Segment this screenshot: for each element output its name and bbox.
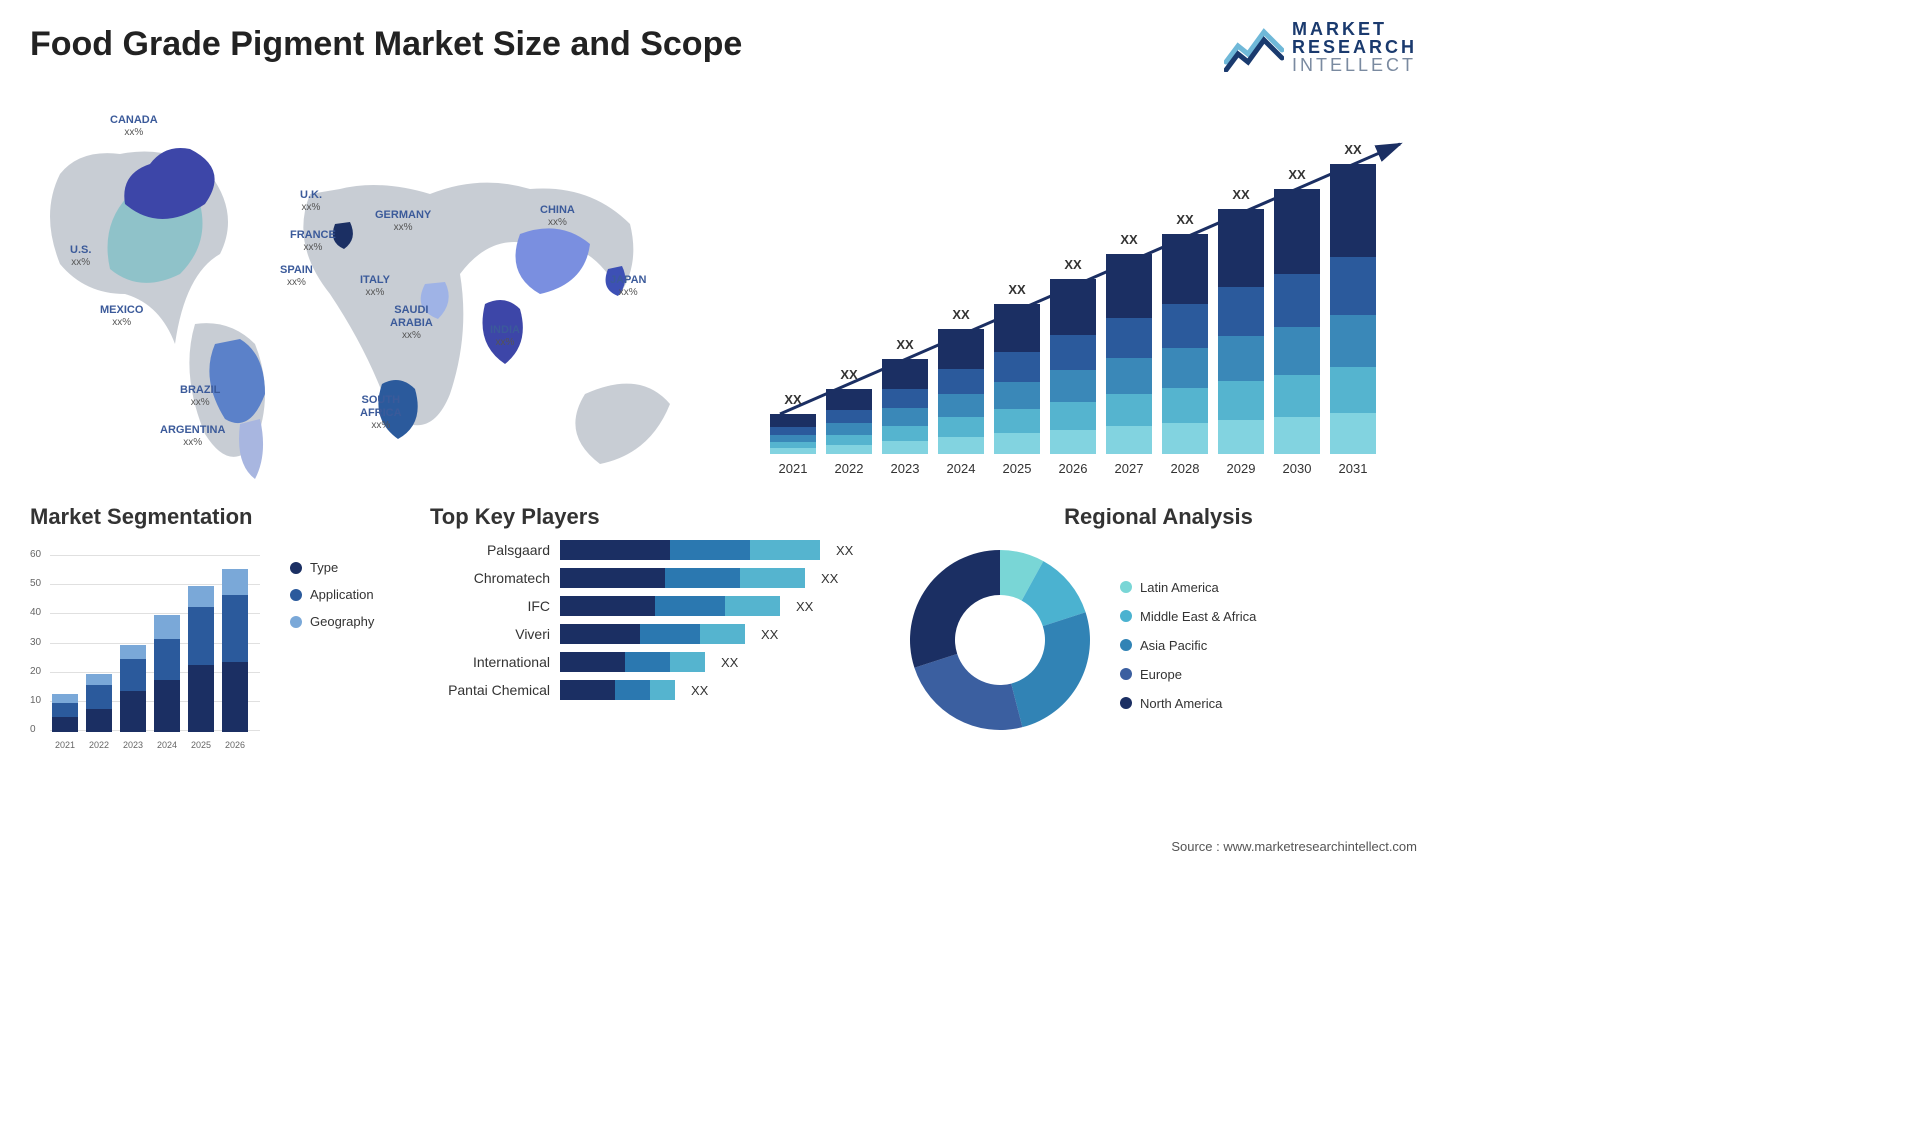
seg-legend-application: Application [290,587,374,602]
regional-panel: Regional Analysis Latin America Middle Ea… [900,504,1417,750]
player-row-international: InternationalXX [430,652,860,672]
map-label-china: CHINAxx% [540,204,575,229]
segmentation-chart: 0102030405060202120222023202420252026 [30,540,260,750]
player-row-viveri: ViveriXX [430,624,860,644]
player-row-pantai-chemical: Pantai ChemicalXX [430,680,860,700]
forecast-bar-2021: XX [770,414,816,454]
region-legend-asia-pacific: Asia Pacific [1120,638,1256,653]
forecast-bar-2028: XX [1162,234,1208,454]
forecast-bar-2031: XX [1330,164,1376,454]
regional-donut [900,540,1100,740]
player-row-palsgaard: PalsgaardXX [430,540,860,560]
segmentation-panel: Market Segmentation 01020304050602021202… [30,504,390,750]
map-label-us: U.S.xx% [70,244,91,269]
forecast-bar-2022: XX [826,389,872,454]
source-label: Source : www.marketresearchintellect.com [1171,839,1417,854]
seg-legend-geography: Geography [290,614,374,629]
map-label-india: INDIAxx% [490,324,520,349]
forecast-chart: XXXXXXXXXXXXXXXXXXXXXX 20212022202320242… [750,104,1417,484]
segmentation-title: Market Segmentation [30,504,390,530]
players-panel: Top Key Players PalsgaardXX ChromatechXX I… [430,504,860,750]
players-chart: PalsgaardXX ChromatechXX IFCXX ViveriXX Inte… [430,540,860,700]
forecast-bar-2030: XX [1274,189,1320,454]
player-row-ifc: IFCXX [430,596,860,616]
regional-title: Regional Analysis [900,504,1417,530]
map-label-spain: SPAINxx% [280,264,313,289]
player-row-chromatech: ChromatechXX [430,568,860,588]
map-label-argentina: ARGENTINAxx% [160,424,225,449]
region-legend-latin-america: Latin America [1120,580,1256,595]
seg-bar-2025 [188,586,214,732]
seg-bar-2024 [154,615,180,732]
map-label-canada: CANADAxx% [110,114,158,139]
forecast-bar-2027: XX [1106,254,1152,454]
region-legend-middle-east---africa: Middle East & Africa [1120,609,1256,624]
segmentation-legend: Type Application Geography [290,560,374,750]
region-legend-europe: Europe [1120,667,1256,682]
logo-text-2: RESEARCH [1292,38,1417,56]
regional-legend: Latin America Middle East & Africa Asia Pa… [1120,580,1256,711]
seg-bar-2023 [120,645,146,732]
map-label-brazil: BRAZILxx% [180,384,220,409]
logo-text-1: MARKET [1292,20,1417,38]
forecast-bar-2024: XX [938,329,984,454]
region-legend-north-america: North America [1120,696,1256,711]
logo-text-3: INTELLECT [1292,56,1417,74]
page-title: Food Grade Pigment Market Size and Scope [30,25,742,64]
map-label-uk: U.K.xx% [300,189,322,214]
map-label-mexico: MEXICOxx% [100,304,143,329]
forecast-bar-2029: XX [1218,209,1264,454]
seg-bar-2026 [222,569,248,732]
world-map: CANADAxx% U.S.xx% MEXICOxx% BRAZILxx% ARGENT… [30,94,730,494]
forecast-bar-2026: XX [1050,279,1096,454]
map-label-italy: ITALYxx% [360,274,390,299]
map-label-southafrica: SOUTHAFRICAxx% [360,394,402,432]
brand-logo: MARKET RESEARCH INTELLECT [1224,20,1417,74]
forecast-bar-2023: XX [882,359,928,454]
seg-legend-type: Type [290,560,374,575]
map-label-japan: JAPANxx% [610,274,646,299]
players-title: Top Key Players [430,504,860,530]
map-label-saudiarabia: SAUDIARABIAxx% [390,304,433,342]
map-label-germany: GERMANYxx% [375,209,431,234]
seg-bar-2021 [52,694,78,732]
map-label-france: FRANCExx% [290,229,336,254]
logo-icon [1224,22,1284,72]
forecast-bar-2025: XX [994,304,1040,454]
seg-bar-2022 [86,674,112,732]
